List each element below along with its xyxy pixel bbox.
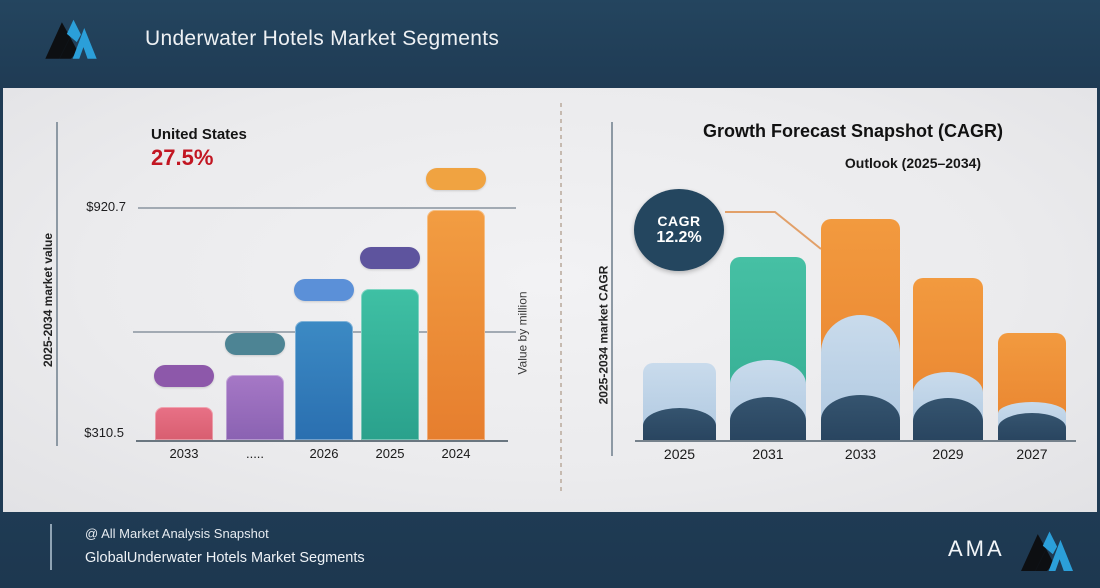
x-tick-2025: 2025 xyxy=(375,446,405,461)
left-chart-highlight-value: 27.5% xyxy=(151,145,214,170)
x-tick-2025: 2025 xyxy=(663,446,696,462)
footer-brand-text: AMA xyxy=(948,536,1005,561)
right-chart-y-axis-label: 2025-2034 market CAGR xyxy=(596,265,611,405)
footer-title: GlobalUnderwater Hotels Market Segments xyxy=(85,550,365,566)
footer-credit: @ All Market Analysis Snapshot xyxy=(85,526,269,541)
left-chart-y-axis-line xyxy=(56,122,58,446)
right-chart-subtitle: Outlook (2025–2034) xyxy=(844,155,982,171)
left-chart-right-axis-label: Value by million xyxy=(515,291,530,375)
gridline-top-label: $920.7 xyxy=(86,199,126,214)
bar-cap-..... xyxy=(225,333,285,355)
x-tick-2033: 2033 xyxy=(844,446,877,462)
stacked-bar-2033 xyxy=(821,219,900,440)
x-tick-2026: 2026 xyxy=(309,446,339,461)
left-chart-heading: United States xyxy=(151,126,247,143)
bar-..... xyxy=(226,375,284,440)
x-tick-2027: 2027 xyxy=(1016,446,1048,462)
stacked-bar-2029 xyxy=(913,278,983,440)
stacked-bar-2027 xyxy=(998,333,1066,440)
cagr-badge-label: CAGR xyxy=(657,213,701,229)
header: Underwater Hotels Market Segments xyxy=(0,0,1100,88)
panel-divider xyxy=(560,103,562,495)
stacked-bar-2031 xyxy=(730,257,806,440)
navy-dome-segment xyxy=(913,398,983,440)
main-content: 2025-2034 market value United States 27.… xyxy=(0,88,1100,512)
x-tick-2031: 2031 xyxy=(752,446,784,462)
bar-cap-2026 xyxy=(294,279,354,301)
left-chart-y-axis-label: 2025-2034 market value xyxy=(41,232,56,368)
bar-2025 xyxy=(361,289,419,440)
bar-cap-2033 xyxy=(154,365,214,387)
navy-dome-segment xyxy=(821,395,900,440)
bar-cap-2024 xyxy=(426,168,486,190)
bar-2024 xyxy=(427,210,485,440)
x-tick-2024: 2024 xyxy=(441,446,471,461)
page-title: Underwater Hotels Market Segments xyxy=(145,27,500,50)
bar-cap-2025 xyxy=(360,247,420,269)
footer: @ All Market Analysis Snapshot GlobalUnd… xyxy=(0,512,1100,588)
stacked-bar-2025 xyxy=(643,363,716,440)
navy-dome-segment xyxy=(730,397,806,440)
right-chart-baseline xyxy=(635,440,1076,442)
bar-2026 xyxy=(295,321,353,440)
baseline-label: $310.5 xyxy=(84,425,124,440)
footer-divider xyxy=(50,524,52,570)
cagr-badge: CAGR 12.2% xyxy=(634,189,724,271)
navy-dome-segment xyxy=(998,413,1066,440)
right-chart-y-axis-line xyxy=(611,122,613,456)
x-tick-2029: 2029 xyxy=(932,446,964,462)
left-chart-baseline: $310.5 xyxy=(84,425,508,442)
gridline-top: $920.7 xyxy=(86,199,516,214)
cagr-badge-value: 12.2% xyxy=(656,229,702,246)
x-tick-2033: 2033 xyxy=(169,446,199,461)
brand-logo-icon xyxy=(45,19,97,59)
right-chart-title: Growth Forecast Snapshot (CAGR) xyxy=(702,121,1003,141)
x-tick-.....: ..... xyxy=(245,446,265,461)
footer-brand-logo-icon xyxy=(1021,531,1073,571)
navy-dome-segment xyxy=(643,408,716,440)
bar-2033 xyxy=(155,407,213,440)
